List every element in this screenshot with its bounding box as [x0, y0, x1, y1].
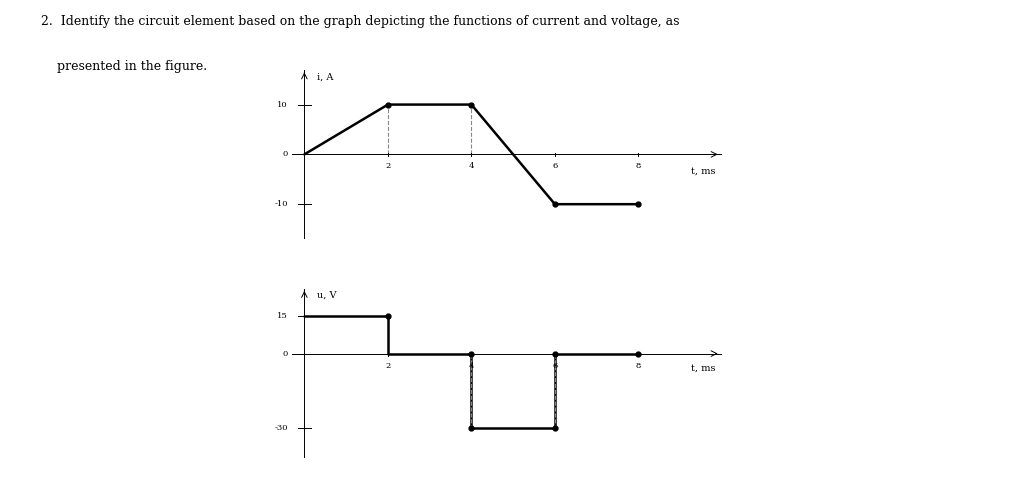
Text: t, ms: t, ms — [691, 167, 716, 176]
Text: 8: 8 — [636, 162, 641, 170]
Text: 2.  Identify the circuit element based on the graph depicting the functions of c: 2. Identify the circuit element based on… — [41, 15, 680, 28]
Text: 0: 0 — [283, 150, 288, 158]
Text: -30: -30 — [274, 424, 288, 432]
Text: 2: 2 — [385, 362, 390, 371]
Text: presented in the figure.: presented in the figure. — [41, 60, 207, 73]
Text: 4: 4 — [469, 162, 474, 170]
Text: 10: 10 — [278, 101, 288, 109]
Text: 6: 6 — [552, 362, 557, 371]
Text: -10: -10 — [274, 200, 288, 208]
Text: 0: 0 — [283, 350, 288, 358]
Text: 15: 15 — [276, 312, 288, 320]
Text: 6: 6 — [552, 162, 557, 170]
Text: i, A: i, A — [316, 72, 333, 81]
Text: 8: 8 — [636, 362, 641, 371]
Text: t, ms: t, ms — [691, 364, 716, 373]
Text: 4: 4 — [469, 362, 474, 371]
Text: 2: 2 — [385, 162, 390, 170]
Text: u, V: u, V — [316, 291, 337, 300]
